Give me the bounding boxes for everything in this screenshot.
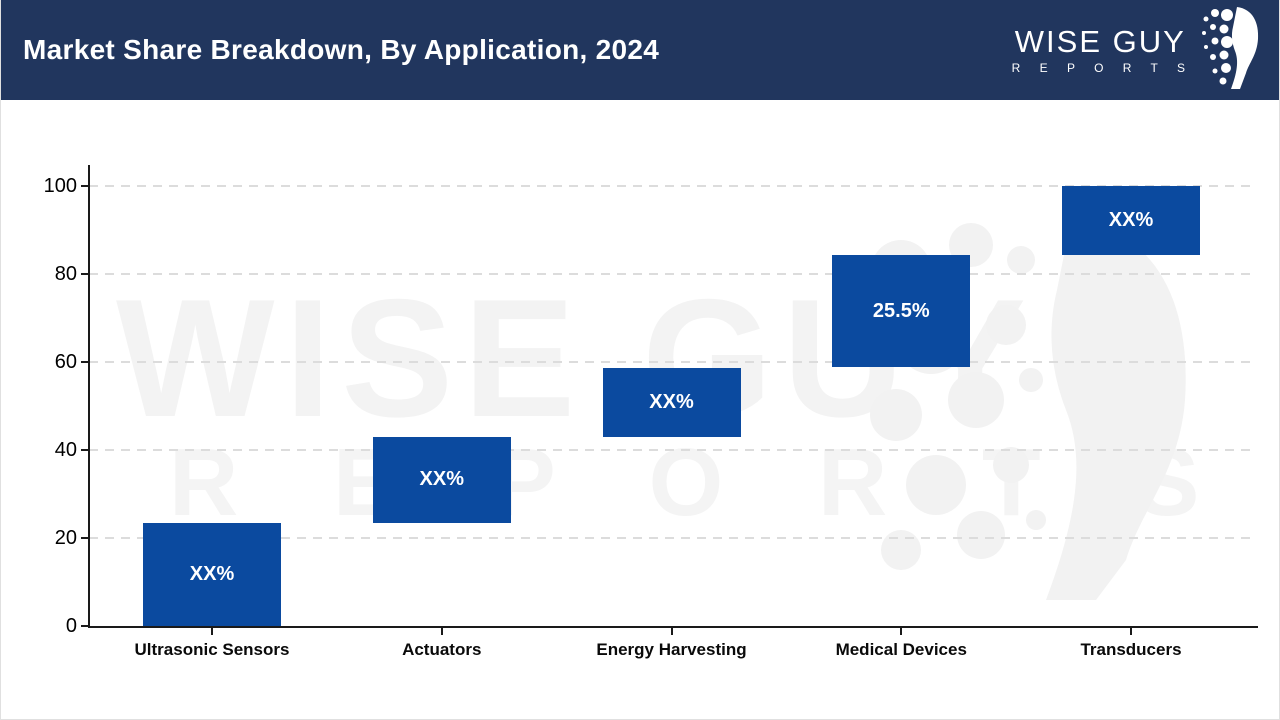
bar-value-label: 25.5% bbox=[872, 299, 930, 322]
chart-area: 0 20 40 60 80 100 XX% XX% XX% 25.5% XX% Ultrasonic … bbox=[1, 100, 1279, 719]
gridline-100 bbox=[89, 185, 1257, 187]
x-category-label: Medical Devices bbox=[835, 640, 967, 659]
x-axis-tick bbox=[900, 628, 903, 635]
wise-guy-logo: WISE GUY R E P O R T S bbox=[1008, 5, 1259, 96]
bar-value-label: XX% bbox=[419, 468, 464, 491]
bar-ultrasonic-sensors: XX% bbox=[143, 523, 281, 626]
y-axis-tick-label: 40 bbox=[54, 439, 77, 461]
gridline-80 bbox=[89, 273, 1257, 275]
bar-medical-devices: 25.5% bbox=[832, 255, 971, 368]
bar-value-label: XX% bbox=[189, 563, 235, 585]
logo-wordmark: WISE GUY bbox=[1014, 23, 1186, 59]
y-axis-tick bbox=[81, 537, 89, 539]
wise-guy-logo-text: WISE GUY R E P O R T S bbox=[1008, 26, 1193, 75]
y-axis-tick bbox=[81, 273, 89, 275]
x-axis-tick bbox=[211, 628, 213, 635]
bar-transducers: XX% bbox=[1062, 186, 1200, 255]
y-axis-tick-label: 80 bbox=[54, 263, 77, 285]
y-axis-tick-label: 20 bbox=[54, 527, 77, 549]
y-axis-tick-label: 60 bbox=[54, 351, 77, 373]
x-axis-tick bbox=[440, 628, 443, 635]
gridline-60 bbox=[89, 361, 1257, 363]
y-axis-tick bbox=[81, 449, 89, 451]
bar-actuators: XX% bbox=[372, 436, 511, 524]
wise-guy-face-icon bbox=[1197, 5, 1259, 96]
x-category-label: Actuators bbox=[402, 640, 482, 659]
x-category-label: Transducers bbox=[1080, 640, 1182, 659]
y-axis-tick bbox=[81, 361, 89, 363]
y-axis-tick bbox=[81, 185, 89, 187]
bar-energy-harvesting: XX% bbox=[602, 368, 741, 437]
gridline-20 bbox=[89, 537, 1257, 539]
bar-value-label: XX% bbox=[1108, 208, 1154, 231]
x-axis-tick bbox=[1130, 628, 1132, 635]
x-category-label: Ultrasonic Sensors bbox=[134, 640, 290, 659]
y-axis-tick bbox=[81, 625, 89, 627]
page-title: Market Share Breakdown, By Application, … bbox=[23, 34, 660, 65]
x-category-label: Energy Harvesting bbox=[596, 640, 747, 659]
header: Market Share Breakdown, By Application, … bbox=[1, 0, 1279, 100]
bar-value-label: XX% bbox=[649, 390, 694, 413]
logo-reports-label: R E P O R T S bbox=[1011, 60, 1193, 75]
x-axis-line bbox=[88, 626, 1258, 628]
x-axis-tick bbox=[670, 628, 673, 635]
y-axis-line bbox=[88, 165, 90, 628]
y-axis-tick-label: 0 bbox=[65, 615, 77, 637]
y-axis-tick-label: 100 bbox=[43, 175, 77, 197]
gridline-40 bbox=[89, 449, 1257, 451]
